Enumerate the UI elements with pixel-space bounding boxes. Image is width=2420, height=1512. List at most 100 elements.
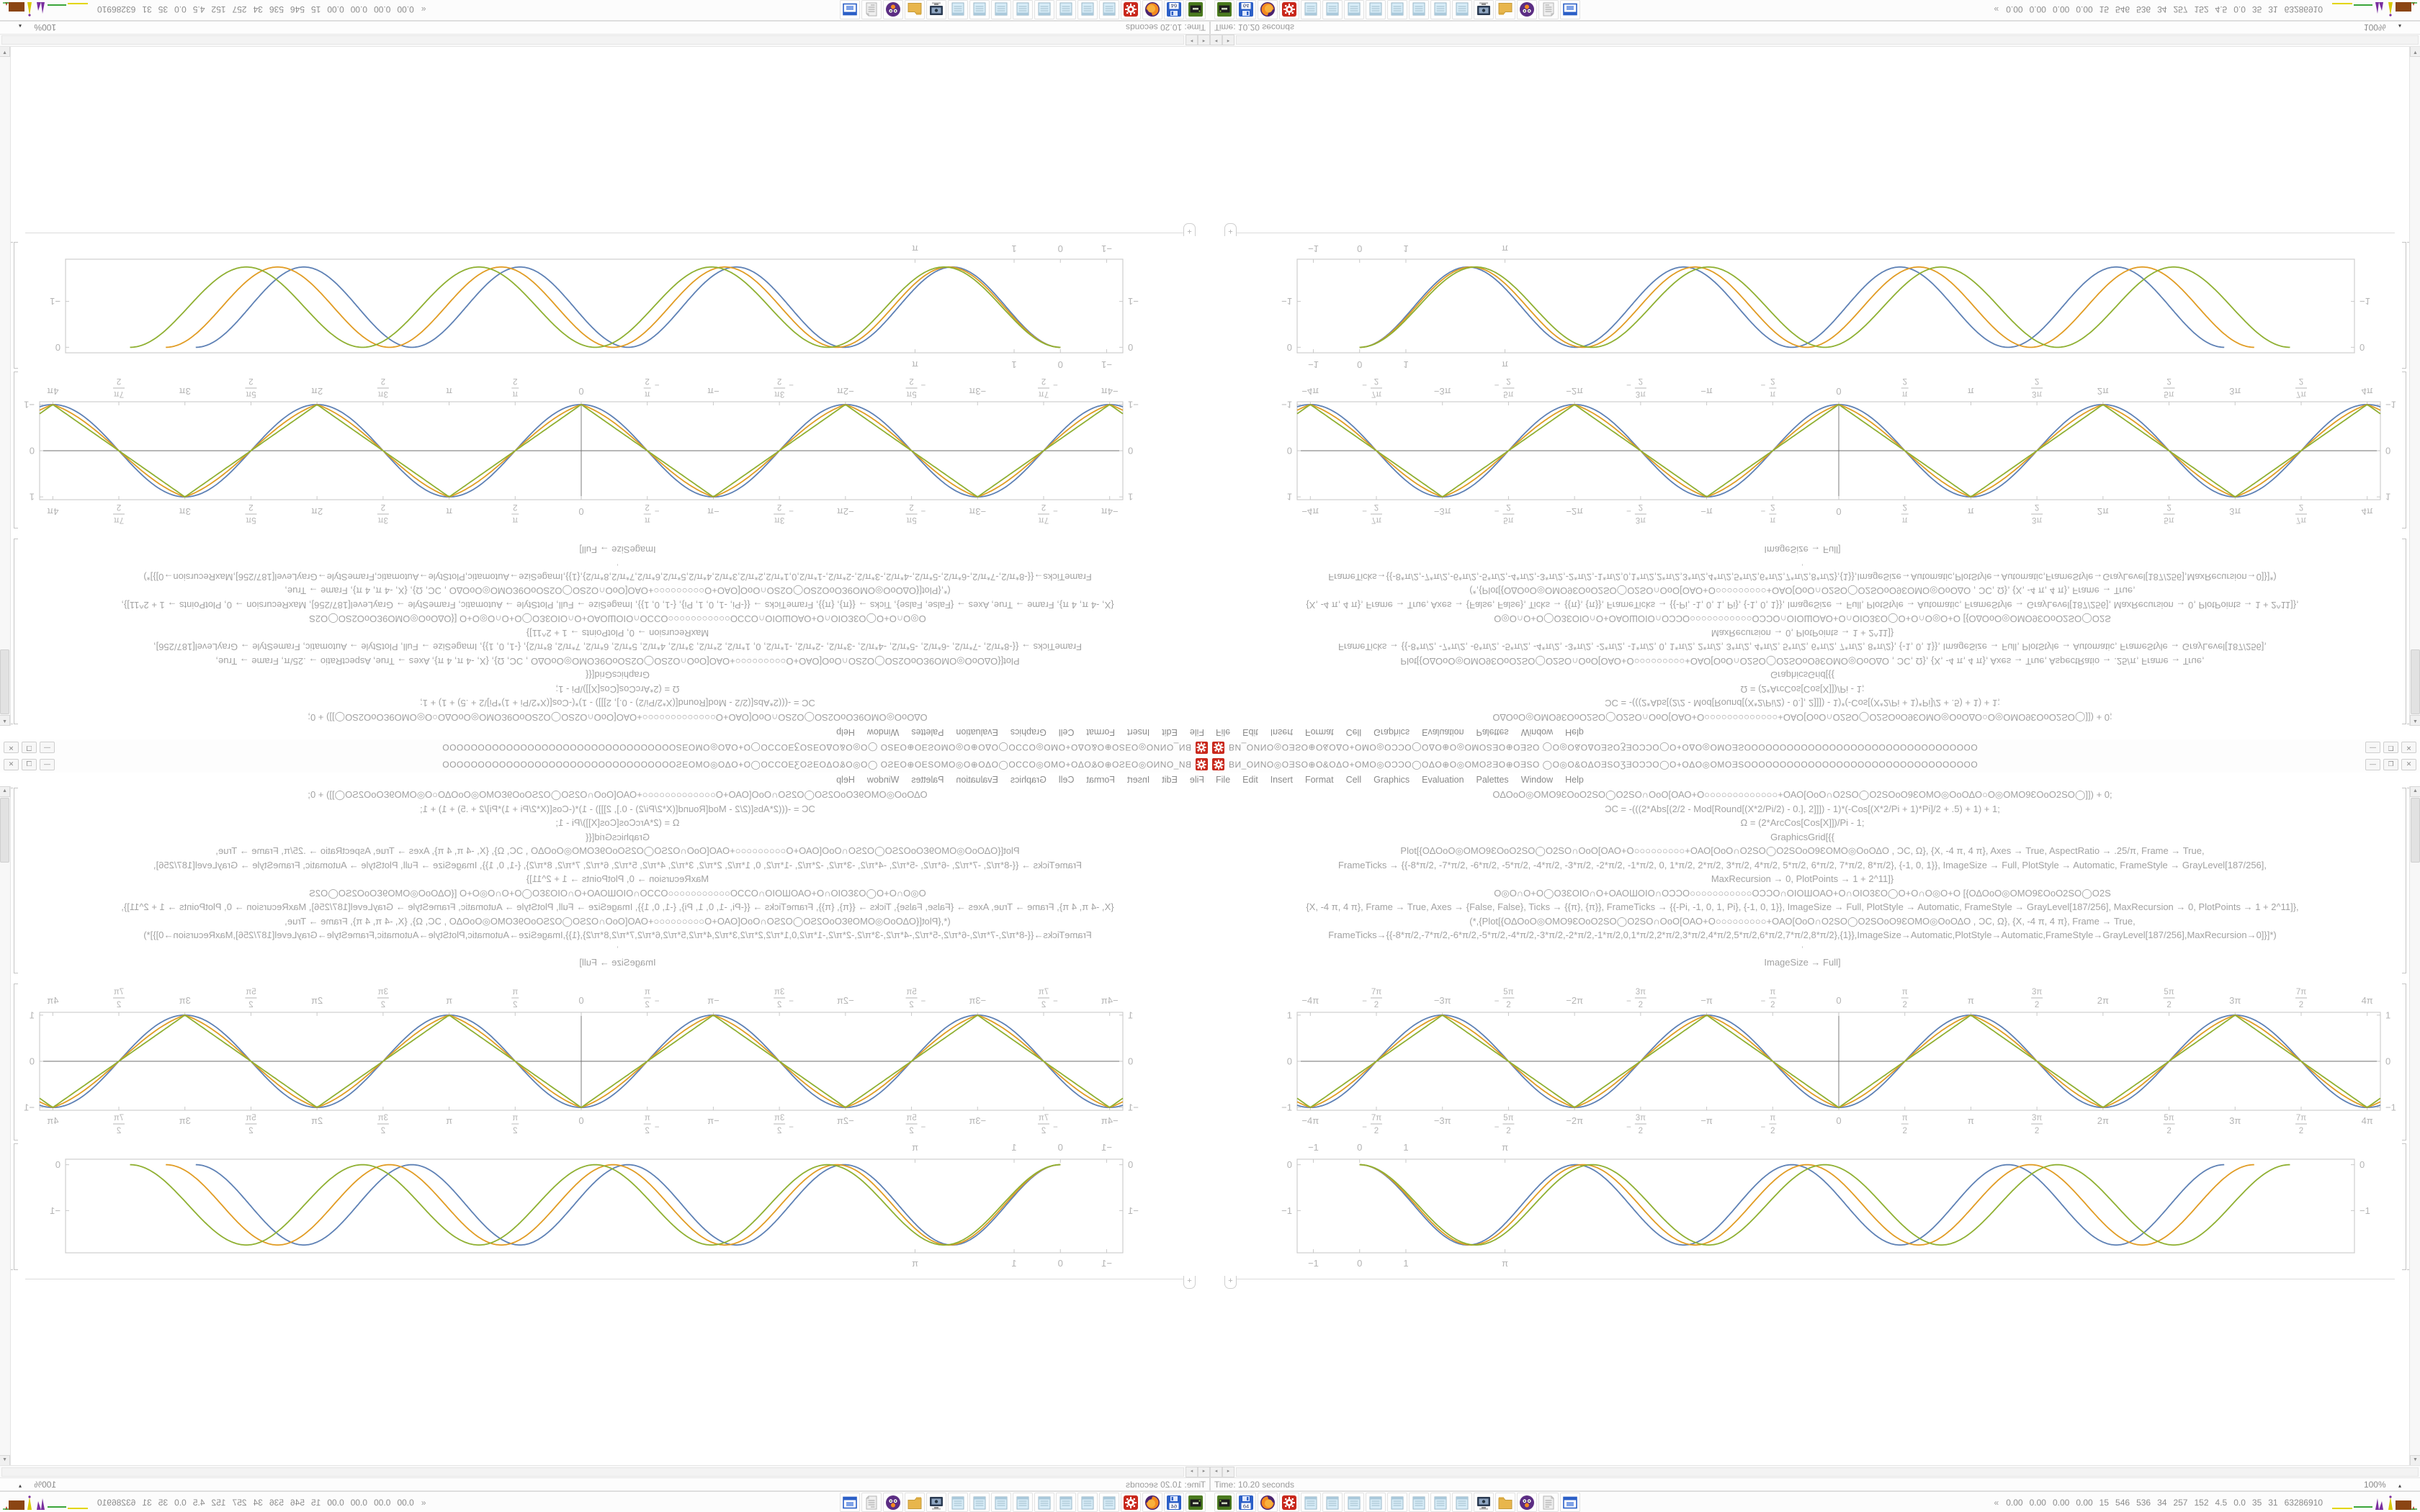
menu-item-help[interactable]: Help [836,774,855,785]
taskbar-notepad-icon[interactable] [1056,1493,1076,1512]
menu-item-cell[interactable]: Cell [1058,774,1075,785]
taskbar-scroll-icon[interactable] [1538,0,1559,19]
taskbar-notepad-icon[interactable] [1322,1493,1343,1512]
taskbar-notepad-icon[interactable] [1301,0,1321,19]
taskbar-monitor-camera-icon[interactable] [1474,1493,1494,1512]
menu-item-evaluation[interactable]: Evaluation [956,774,998,785]
menu-item-palettes[interactable]: Palettes [1476,774,1509,785]
menu-item-window[interactable]: Window [866,727,900,738]
menu-item-file[interactable]: File [1189,774,1204,785]
taskbar-notepad-icon[interactable] [1387,1493,1407,1512]
taskbar-notepad-icon[interactable] [1013,0,1033,19]
magnification-caret-icon[interactable]: ▴ [2398,23,2401,30]
magnification-caret-icon[interactable]: ▴ [2398,1482,2401,1489]
taskbar-drive-icon[interactable] [1214,0,1234,19]
taskbar-folder-icon[interactable] [905,0,925,19]
tray-expander-icon[interactable]: « [1994,1497,1999,1508]
scroll-up-icon[interactable]: ▲ [2410,715,2420,726]
cell-insertion-plus-icon[interactable]: + [1224,223,1237,236]
menu-item-format[interactable]: Format [1304,774,1334,785]
vertical-scrollbar[interactable]: ▲ ▼ [2409,46,2420,726]
magnification-control[interactable]: 100% ▴ [0,23,56,33]
magnification-value[interactable]: 100% [2363,1479,2386,1490]
taskbar-notepad-icon[interactable] [1099,0,1119,19]
magnification-value[interactable]: 100% [2363,22,2386,33]
vertical-scrollbar[interactable]: ▲ ▼ [0,786,11,1466]
menu-item-insert[interactable]: Insert [1270,727,1293,738]
scroll-left-icon[interactable]: ◂ [1210,35,1222,46]
magnification-caret-icon[interactable]: ▴ [19,23,22,30]
taskbar-gear-icon[interactable] [1121,1493,1141,1512]
taskbar-notepad-icon[interactable] [1366,0,1386,19]
scroll-left-icon[interactable]: ◂ [1198,1466,1210,1477]
scroll-up-icon[interactable]: ▲ [2410,786,2420,797]
vertical-scrollbar-thumb[interactable] [2411,649,2420,714]
vertical-scrollbar[interactable]: ▲ ▼ [0,46,11,726]
taskbar-notepad-icon[interactable] [1077,1493,1098,1512]
menu-item-cell[interactable]: Cell [1058,727,1075,738]
horizontal-scrollbar[interactable]: ◂ ▸ [1210,35,2420,47]
restore-button[interactable]: ❐ [22,758,37,770]
close-button[interactable]: ✕ [4,742,19,754]
menu-item-edit[interactable]: Edit [1162,727,1178,738]
taskbar-owl-icon[interactable] [883,0,903,19]
menu-item-help[interactable]: Help [1565,727,1584,738]
minimize-button[interactable]: — [2365,742,2380,754]
cell-bracket-input[interactable] [2402,539,2406,724]
menu-item-edit[interactable]: Edit [1242,774,1258,785]
taskbar-firefox-icon[interactable] [1258,1493,1278,1512]
scroll-left-icon[interactable]: ◂ [1210,1466,1222,1477]
menu-item-graphics[interactable]: Graphics [1010,727,1047,738]
taskbar-notepad-icon[interactable] [1077,0,1098,19]
taskbar-notepad-icon[interactable] [1452,1493,1472,1512]
cell-bracket-output-1[interactable] [14,984,18,1140]
menu-item-format[interactable]: Format [1304,727,1334,738]
scroll-left-icon[interactable]: ◂ [1198,35,1210,46]
menu-item-graphics[interactable]: Graphics [1373,774,1410,785]
scroll-down-icon[interactable]: ▼ [0,1455,10,1466]
taskbar-firefox-icon[interactable] [1258,0,1278,19]
vertical-scrollbar[interactable]: ▲ ▼ [2409,786,2420,1466]
taskbar-notepad-icon[interactable] [1056,0,1076,19]
taskbar-notepad-icon[interactable] [1409,0,1429,19]
cell-bracket-output-2[interactable] [2402,242,2406,369]
taskbar-notepad-icon[interactable] [1452,0,1472,19]
taskbar-notepad-icon[interactable] [1099,1493,1119,1512]
tray-expander-icon[interactable]: « [421,4,426,15]
tray-expander-icon[interactable]: « [1994,4,1999,15]
taskbar-window-icon[interactable] [1560,0,1580,19]
taskbar-scroll-icon[interactable] [861,0,882,19]
cell-bracket-output-1[interactable] [14,372,18,528]
taskbar-notepad-icon[interactable] [1013,1493,1033,1512]
horizontal-scrollbar-track[interactable] [1,35,1184,45]
cell-bracket-output-2[interactable] [14,242,18,369]
taskbar-window-icon[interactable] [840,0,860,19]
taskbar-notepad-icon[interactable] [948,0,968,19]
menu-item-graphics[interactable]: Graphics [1010,774,1047,785]
taskbar-owl-icon[interactable] [883,1493,903,1512]
menu-item-graphics[interactable]: Graphics [1373,727,1410,738]
minimize-button[interactable]: — [40,758,55,770]
cell-bracket-input[interactable] [2402,788,2406,973]
taskbar-notepad-icon[interactable] [1034,0,1054,19]
scroll-right-icon[interactable]: ▸ [1222,1466,1234,1477]
taskbar-firefox-icon[interactable] [1142,1493,1162,1512]
menu-item-file[interactable]: File [1216,774,1231,785]
taskbar-folder-icon[interactable] [905,1493,925,1512]
close-button[interactable]: ✕ [4,758,19,770]
menu-item-cell[interactable]: Cell [1345,727,1362,738]
magnification-value[interactable]: 100% [34,1479,57,1490]
minimize-button[interactable]: — [2365,758,2380,770]
scroll-up-icon[interactable]: ▲ [0,715,10,726]
menu-item-help[interactable]: Help [836,727,855,738]
horizontal-scrollbar[interactable]: ◂ ▸ [1210,1465,2420,1477]
taskbar-notepad-icon[interactable] [1409,1493,1429,1512]
taskbar-notepad-icon[interactable] [1430,0,1451,19]
scroll-right-icon[interactable]: ▸ [1222,35,1234,46]
taskbar-notepad-icon[interactable] [1322,0,1343,19]
menu-item-help[interactable]: Help [1565,774,1584,785]
restore-button[interactable]: ❐ [2383,758,2398,770]
taskbar-notepad-icon[interactable] [1034,1493,1054,1512]
taskbar-folder-icon[interactable] [1495,1493,1515,1512]
vertical-scrollbar-thumb[interactable] [0,649,9,714]
